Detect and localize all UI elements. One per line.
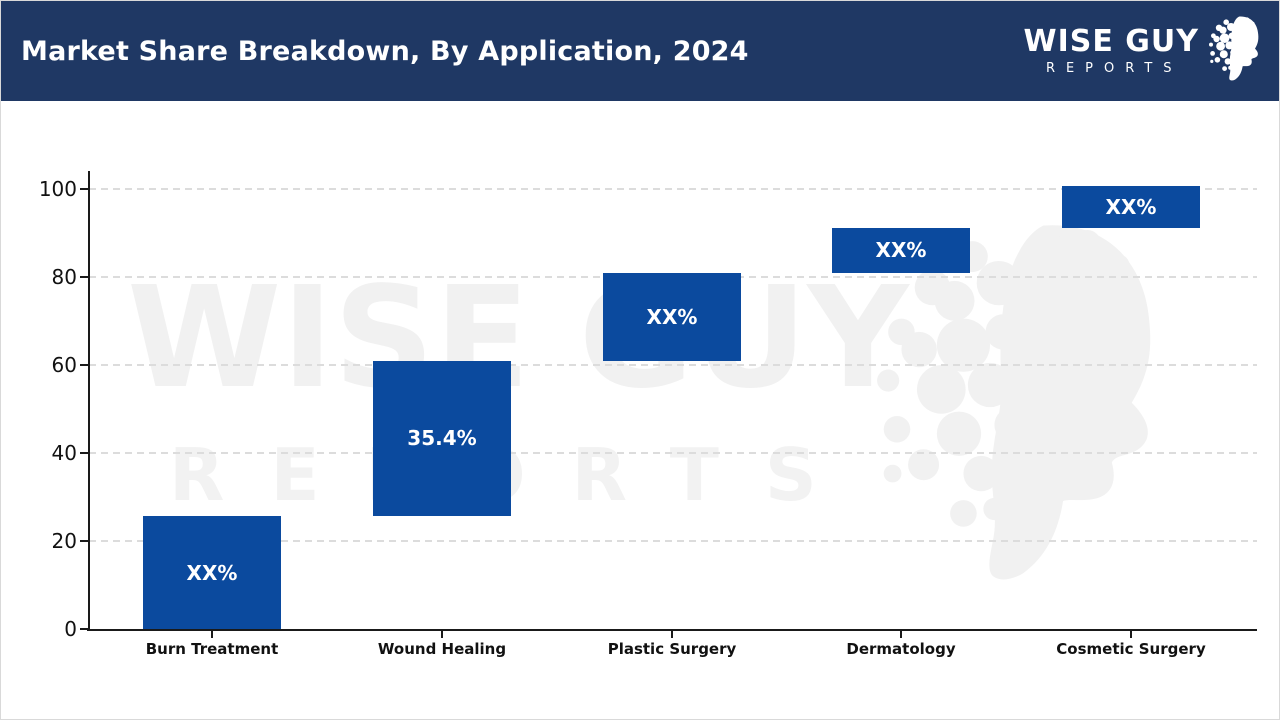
y-tick-label: 80: [51, 265, 77, 289]
y-axis-tick: [80, 364, 88, 366]
bar-burn-treatment: XX%: [143, 516, 281, 629]
x-axis-tick: [671, 631, 673, 638]
y-tick-label: 0: [64, 617, 77, 641]
logo-brand-label: WISE GUY: [1023, 23, 1199, 59]
gridline-y60: [89, 364, 1257, 366]
bar-dermatology: XX%: [832, 227, 970, 273]
logo-text: WISE GUY REPORTS: [1023, 23, 1199, 76]
gridline-y40: [89, 452, 1257, 454]
bar-value-label: XX%: [875, 238, 927, 263]
y-tick-label: 20: [51, 529, 77, 553]
x-axis-tick: [211, 631, 213, 638]
y-axis-tick: [80, 452, 88, 454]
bar-value-label: XX%: [646, 304, 698, 329]
wise-guy-logo: WISE GUY REPORTS: [1023, 13, 1263, 89]
x-tick-label-burn-treatment: Burn Treatment: [145, 640, 279, 658]
y-tick-label: 40: [51, 441, 77, 465]
y-axis-tick: [80, 276, 88, 278]
page-title: Market Share Breakdown, By Application, …: [21, 35, 749, 67]
y-axis-tick: [80, 188, 88, 190]
y-axis: [88, 171, 90, 631]
x-axis-tick: [900, 631, 902, 638]
x-axis: [87, 629, 1257, 631]
x-tick-label-cosmetic-surgery: Cosmetic Surgery: [1056, 640, 1206, 658]
y-tick-label: 100: [38, 177, 77, 201]
y-tick-label: 60: [51, 353, 77, 377]
logo-head-icon: [1209, 16, 1259, 81]
bar-plastic-surgery: XX%: [603, 272, 741, 361]
bar-cosmetic-surgery: XX%: [1062, 186, 1200, 228]
x-tick-label-wound-healing: Wound Healing: [377, 640, 507, 658]
bar-wound-healing: 35.4%: [373, 360, 511, 517]
logo-sub-label: REPORTS: [1045, 60, 1183, 76]
gridline-y100: [89, 188, 1257, 190]
header-bar: Market Share Breakdown, By Application, …: [1, 1, 1279, 101]
x-tick-label-plastic-surgery: Plastic Surgery: [607, 640, 737, 658]
x-tick-label-dermatology: Dermatology: [846, 640, 956, 658]
bar-value-label: XX%: [186, 560, 238, 585]
x-axis-tick: [1130, 631, 1132, 638]
y-axis-tick: [80, 540, 88, 542]
y-axis-tick: [80, 628, 88, 630]
gridline-y20: [89, 540, 1257, 542]
bar-value-label: 35.4%: [407, 426, 477, 451]
x-axis-tick: [441, 631, 443, 638]
bar-value-label: XX%: [1105, 195, 1157, 220]
